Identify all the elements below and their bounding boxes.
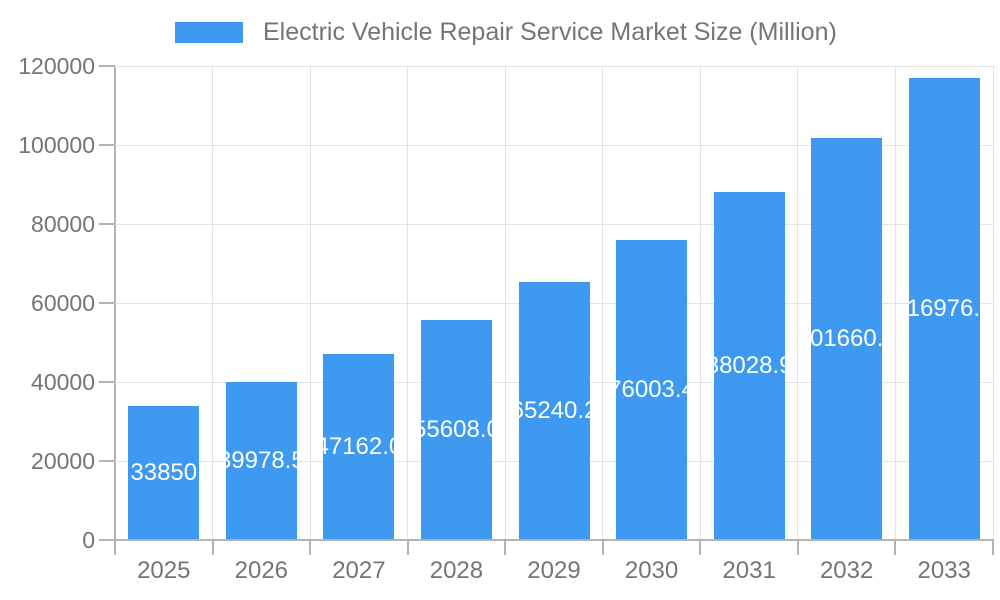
x-tick: [504, 540, 507, 555]
y-tick: [99, 65, 115, 67]
y-tick-label: 20000: [31, 448, 95, 474]
y-tick: [99, 302, 115, 304]
bar-value-label: 47162.0: [323, 432, 394, 460]
y-tick: [99, 144, 115, 146]
gridline-v: [407, 66, 409, 540]
x-tick-label: 2033: [917, 557, 971, 584]
gridline-h: [115, 223, 993, 225]
plot-area: 33850 39978.5 47162.0 55608.0 65240.2 76003.4…: [114, 65, 994, 541]
y-tick-label: 40000: [31, 369, 95, 395]
legend: Electric Vehicle Repair Service Market S…: [0, 0, 1000, 56]
bar-value-label: 33850: [130, 459, 198, 487]
legend-item[interactable]: Electric Vehicle Repair Service Market S…: [175, 14, 837, 51]
bar-value-label: 116976.4: [908, 294, 980, 322]
x-tick-label: 2027: [332, 557, 386, 584]
y-tick: [99, 539, 115, 541]
gridline-v: [504, 66, 506, 540]
gridline-v: [602, 66, 604, 540]
bar-value-label: 76003.4: [616, 375, 687, 403]
bar-2032[interactable]: 101660.2: [811, 138, 883, 540]
x-tick-label: 2025: [137, 557, 191, 584]
x-tick: [406, 540, 409, 555]
gridline-v: [797, 66, 799, 540]
x-tick: [992, 540, 994, 555]
x-tick: [894, 540, 897, 555]
y-tick-label: 60000: [31, 290, 95, 316]
bar-2028[interactable]: 55608.0: [420, 320, 492, 540]
bar-value-label: 39978.5: [226, 447, 297, 475]
bar-value-label: 55608.0: [421, 416, 492, 444]
x-tick: [699, 540, 702, 555]
bar-value-label: 101660.2: [811, 325, 882, 353]
y-tick-label: 100000: [18, 132, 95, 158]
y-tick: [99, 381, 115, 383]
x-tick-label: 2028: [429, 557, 484, 584]
y-tick-label: 0: [82, 527, 95, 553]
gridline-v: [992, 66, 994, 540]
bar-2026[interactable]: 39978.5: [225, 382, 297, 540]
x-tick: [309, 540, 312, 555]
bar-2031[interactable]: 88028.9: [713, 192, 785, 540]
x-tick: [601, 540, 604, 555]
y-tick: [99, 223, 115, 225]
bar-value-label: 65240.2: [519, 397, 590, 425]
bar-2025[interactable]: 33850: [128, 406, 200, 540]
x-tick: [796, 540, 799, 555]
gridline-v: [212, 66, 214, 540]
x-axis-line: [114, 539, 994, 541]
bar-2027[interactable]: 47162.0: [323, 353, 395, 540]
x-tick-label: 2026: [234, 557, 289, 584]
gridline-h: [115, 144, 993, 146]
bar-value-label: 88028.9: [714, 352, 785, 380]
gridline-v: [894, 66, 896, 540]
x-tick-label: 2032: [819, 557, 874, 584]
gridline-v: [309, 66, 311, 540]
y-tick-label: 80000: [31, 211, 95, 237]
x-tick: [114, 540, 116, 555]
legend-swatch: [175, 22, 243, 43]
bar-2030[interactable]: 76003.4: [616, 239, 688, 540]
x-tick-label: 2029: [527, 557, 581, 584]
x-tick-label: 2030: [624, 557, 679, 584]
legend-label: Electric Vehicle Repair Service Market S…: [263, 18, 837, 46]
x-tick: [211, 540, 214, 555]
gridline-h: [115, 65, 993, 67]
bar-2029[interactable]: 65240.2: [518, 282, 590, 540]
bar-2033[interactable]: 116976.4: [908, 77, 980, 540]
y-tick-label: 120000: [18, 53, 95, 79]
x-tick-label: 2031: [722, 557, 776, 584]
y-tick: [99, 460, 115, 462]
gridline-v: [699, 66, 701, 540]
